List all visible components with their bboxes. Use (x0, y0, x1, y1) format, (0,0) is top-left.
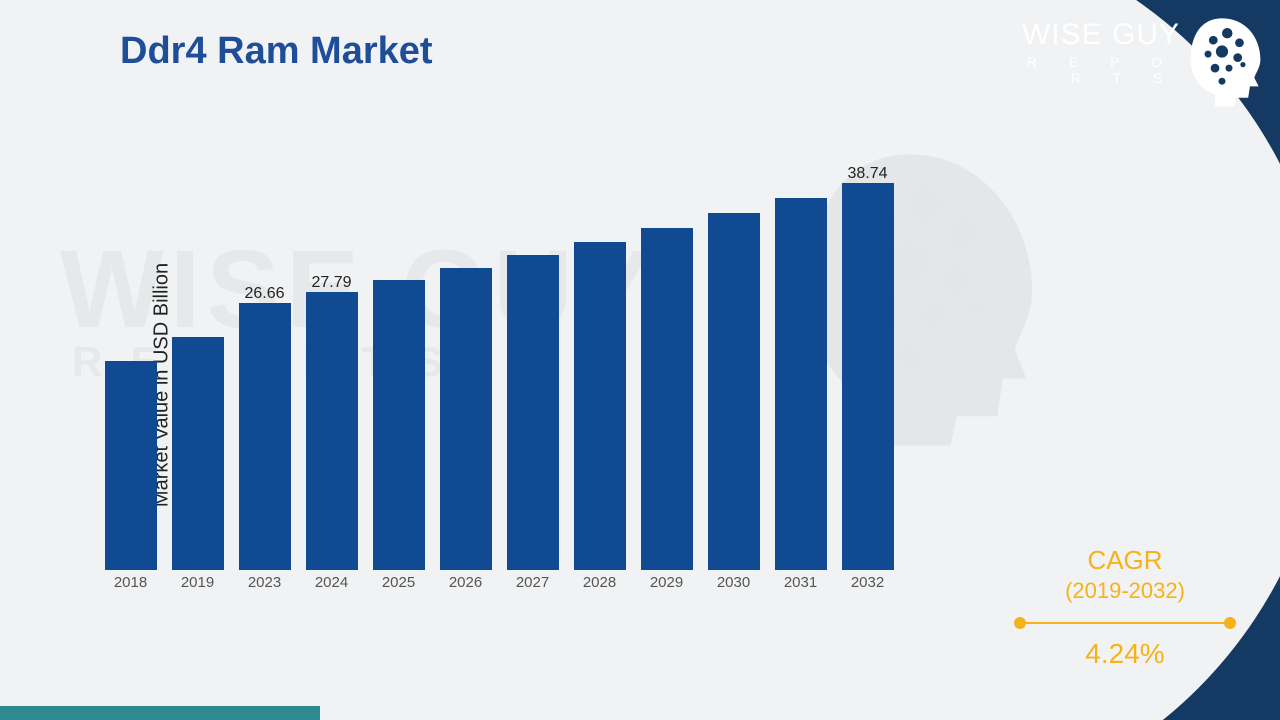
bar-value-label: 27.79 (305, 274, 358, 292)
bar (574, 242, 626, 570)
x-tick: 2025 (372, 574, 425, 600)
cagr-block: CAGR (2019-2032) 4.24% (1010, 545, 1240, 670)
bar-col (640, 228, 693, 570)
bar (373, 280, 425, 570)
bar-col (104, 361, 157, 570)
bar (507, 255, 559, 570)
bar-value-label: 38.74 (841, 165, 894, 183)
cagr-title: CAGR (1010, 545, 1240, 576)
bar-col: 26.66 (238, 303, 291, 570)
x-tick: 2024 (305, 574, 358, 600)
bar (105, 361, 157, 570)
cagr-divider (1020, 622, 1230, 624)
logo-text-line1: WISE GUY (990, 20, 1180, 50)
cagr-value: 4.24% (1010, 638, 1240, 670)
bar-col (573, 242, 626, 570)
x-axis: 2018 2019 2023 2024 2025 2026 2027 2028 2029 2030… (98, 574, 900, 600)
x-tick: 2029 (640, 574, 693, 600)
x-tick: 2027 (506, 574, 559, 600)
x-tick: 2018 (104, 574, 157, 600)
bar-col (774, 198, 827, 570)
x-tick: 2030 (707, 574, 760, 600)
bar (641, 228, 693, 570)
plot-area: 26.66 27.79 38.74 (98, 170, 900, 570)
brand-logo: WISE GUY R E P O R T S (990, 20, 1260, 86)
bar (440, 268, 492, 570)
x-tick: 2019 (171, 574, 224, 600)
stage: WISE GUYREPORTS Ddr4 Ram Market WISE GUY (0, 0, 1280, 720)
bar-chart: Market Value in USD Billion 26.6627.7938… (80, 170, 900, 600)
bar (775, 198, 827, 570)
bar (842, 183, 894, 570)
bar-col (372, 280, 425, 570)
chart-title: Ddr4 Ram Market (120, 30, 433, 73)
x-tick: 2032 (841, 574, 894, 600)
bottom-accent-strip (0, 706, 320, 720)
cagr-range: (2019-2032) (1010, 578, 1240, 604)
bar-col (707, 213, 760, 570)
bar-col (171, 337, 224, 570)
logo-text-line2: R E P O R T S (990, 54, 1176, 86)
bar (172, 337, 224, 570)
logo-head-icon (1178, 14, 1266, 110)
x-tick: 2028 (573, 574, 626, 600)
bar-value-label: 26.66 (238, 285, 291, 303)
bar-col: 38.74 (841, 183, 894, 570)
x-tick: 2026 (439, 574, 492, 600)
bar (708, 213, 760, 570)
bar (306, 292, 358, 570)
x-tick: 2023 (238, 574, 291, 600)
bar-col: 27.79 (305, 292, 358, 570)
bar (239, 303, 291, 570)
bar-col (506, 255, 559, 570)
x-tick: 2031 (774, 574, 827, 600)
bar-col (439, 268, 492, 570)
